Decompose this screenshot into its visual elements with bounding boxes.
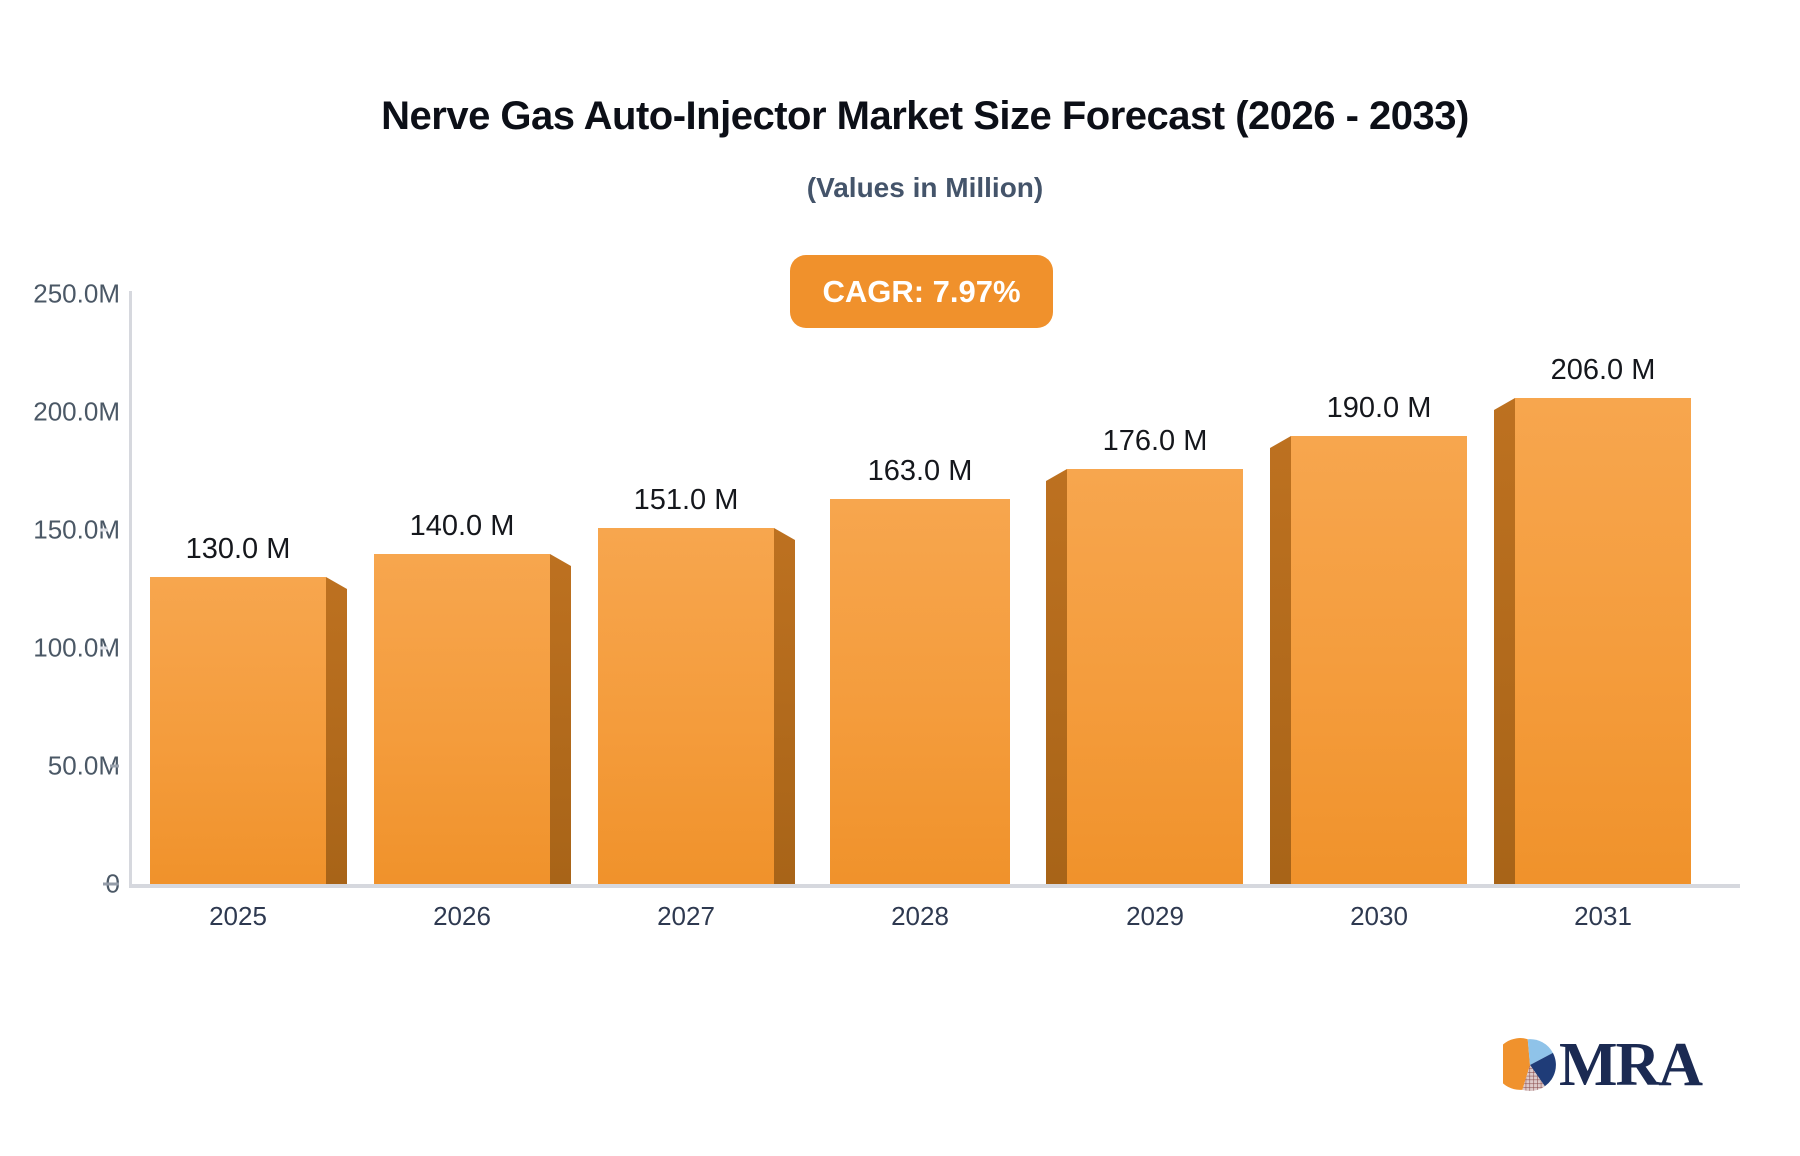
bar-2029 <box>1067 469 1243 884</box>
bar-3d-side-2031 <box>1494 398 1515 884</box>
bar-value-label: 176.0 M <box>1102 425 1208 457</box>
bar-3d-side-2030 <box>1270 436 1291 884</box>
pie-chart-logo-icon <box>1503 1038 1556 1091</box>
x-axis-category-label: 2028 <box>891 901 949 931</box>
x-axis-category-label: 2026 <box>433 901 491 931</box>
y-axis-tick-label: 200.0M <box>33 396 120 427</box>
y-axis-tick-label: 50.0M <box>47 750 120 781</box>
bar-2026 <box>374 554 550 884</box>
bar-value-label: 151.0 M <box>633 484 739 516</box>
x-axis-category-label: 2029 <box>1126 901 1184 931</box>
x-axis-category-label: 2031 <box>1574 901 1632 931</box>
bar-2031 <box>1515 398 1691 884</box>
bar-3d-side-2026 <box>550 554 571 884</box>
cagr-badge: CAGR: 7.97% <box>790 255 1053 328</box>
logo-text: MRA <box>1559 1031 1703 1099</box>
y-axis-tick-mark <box>110 764 119 768</box>
x-axis-category-label: 2025 <box>209 901 267 931</box>
bar-2027 <box>598 528 774 884</box>
bar-value-label: 130.0 M <box>185 533 291 565</box>
bar-3d-side-2025 <box>326 577 347 884</box>
bar-value-label: 190.0 M <box>1326 392 1432 424</box>
x-axis-category-label: 2027 <box>657 901 715 931</box>
cagr-badge-label: CAGR: 7.97% <box>822 273 1021 309</box>
y-axis-tick-mark <box>100 528 108 532</box>
bar-value-label: 163.0 M <box>867 455 973 487</box>
bar-2028 <box>830 499 1010 884</box>
bar-3d-side-2029 <box>1046 469 1067 884</box>
mra-logo: MRA <box>1503 1031 1703 1099</box>
chart-title: Nerve Gas Auto-Injector Market Size Fore… <box>381 94 1469 138</box>
y-axis-tick-mark <box>103 882 119 886</box>
bar-3d-side-2027 <box>774 528 795 884</box>
bar-2025 <box>150 577 326 884</box>
x-axis-category-label: 2030 <box>1350 901 1408 931</box>
y-axis-tick-label: 0 <box>0 869 120 900</box>
chart-subtitle: (Values in Million) <box>806 172 1044 203</box>
y-axis-line <box>129 291 132 886</box>
y-axis-tick-label: 250.0M <box>33 278 120 309</box>
y-axis-tick-mark <box>100 646 108 650</box>
bar-2030 <box>1291 436 1467 884</box>
x-axis-line <box>129 884 1740 888</box>
bar-value-label: 206.0 M <box>1550 354 1656 386</box>
bar-value-label: 140.0 M <box>409 510 515 542</box>
